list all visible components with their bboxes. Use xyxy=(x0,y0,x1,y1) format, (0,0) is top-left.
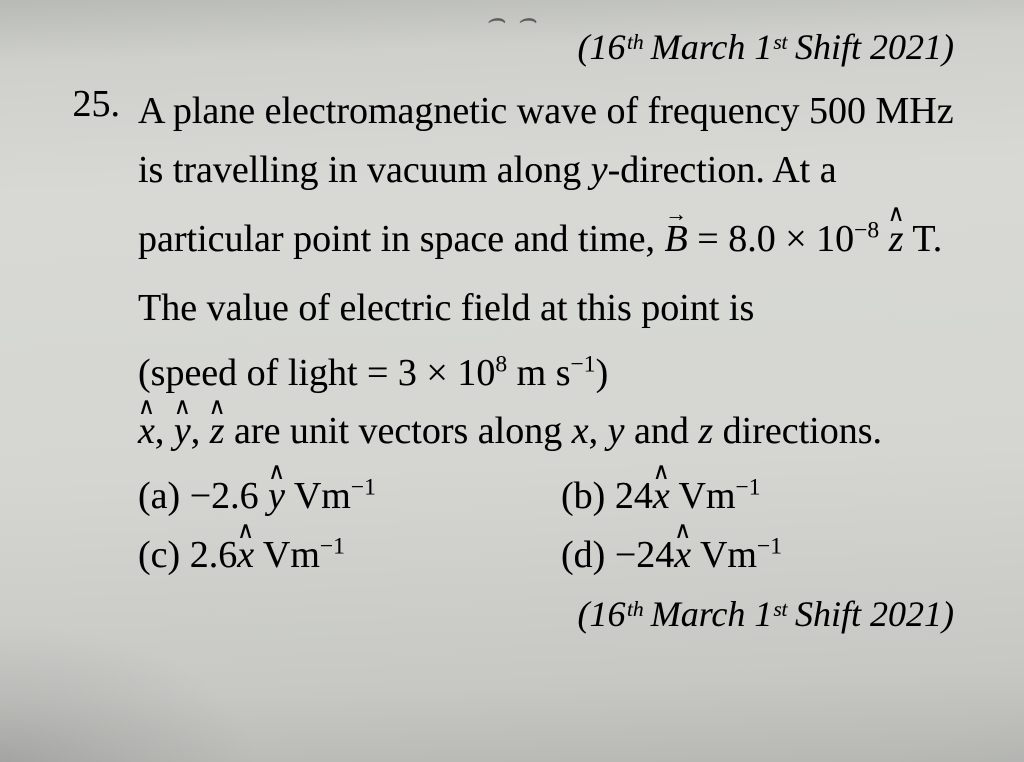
question-row: 25. A plane electromagnetic wave of freq… xyxy=(60,82,984,643)
option-label: (c) xyxy=(138,534,180,576)
hat-icon: ∧ xyxy=(237,513,254,550)
text: T. xyxy=(904,218,943,260)
exponent: −1 xyxy=(351,475,376,501)
exponent: −1 xyxy=(736,475,761,501)
exponent: 8 xyxy=(495,351,507,377)
option-unit: Vm xyxy=(691,534,757,576)
text: , xyxy=(589,410,608,452)
italic-y: y xyxy=(608,410,625,452)
exam-date-bottom: (16ᵗʰ March 1ˢᵗ Shift 2021) xyxy=(138,587,954,643)
hat-icon: ∧ xyxy=(138,389,155,426)
option-label: (b) xyxy=(561,475,605,517)
text: directions. xyxy=(713,410,882,452)
option-d: (d) −24x∧ Vm−1 xyxy=(561,526,984,585)
option-unit: Vm xyxy=(670,475,736,517)
exponent: −1 xyxy=(320,534,345,560)
vector-arrow-icon: → xyxy=(665,197,687,231)
option-unit: Vm xyxy=(285,475,351,517)
option-value: 24 xyxy=(605,475,653,517)
question-line-3: particular point in space and time, B→ =… xyxy=(138,210,984,269)
text: (speed of light = 3 × 10 xyxy=(138,352,495,394)
x-hat: x∧ xyxy=(653,467,670,526)
question-line-5: (speed of light = 3 × 108 m s−1) xyxy=(138,344,984,403)
hat-icon: ∧ xyxy=(887,196,904,233)
options-block: (a) −2.6 y∧ Vm−1 (b) 24x∧ Vm−1 (c) 2.6x∧… xyxy=(138,467,984,585)
textbook-page: ⌢ ⌢ (16ᵗʰ March 1ˢᵗ Shift 2021) 25. A pl… xyxy=(0,0,1024,762)
option-value: −24 xyxy=(605,534,674,576)
question-number: 25. xyxy=(60,82,138,126)
option-b: (b) 24x∧ Vm−1 xyxy=(561,467,984,526)
option-label: (a) xyxy=(138,475,180,517)
question-body: A plane electromagnetic wave of frequenc… xyxy=(138,82,984,643)
hat-icon: ∧ xyxy=(674,513,691,550)
text: is travelling in vacuum along xyxy=(138,149,591,191)
options-row-2: (c) 2.6x∧ Vm−1 (d) −24x∧ Vm−1 xyxy=(138,526,984,585)
option-a: (a) −2.6 y∧ Vm−1 xyxy=(138,467,561,526)
options-row-1: (a) −2.6 y∧ Vm−1 (b) 24x∧ Vm−1 xyxy=(138,467,984,526)
option-value: −2.6 xyxy=(180,475,268,517)
hat-icon: ∧ xyxy=(653,454,670,491)
x-hat: x∧ xyxy=(138,402,155,461)
text: ) xyxy=(596,352,609,394)
question-line-1: A plane electromagnetic wave of frequenc… xyxy=(138,82,984,141)
y-hat: y∧ xyxy=(174,402,191,461)
text: , xyxy=(155,410,174,452)
hat-icon: ∧ xyxy=(174,389,191,426)
text: are unit vectors along xyxy=(225,410,572,452)
hat-icon: ∧ xyxy=(209,389,226,426)
y-hat: y∧ xyxy=(268,467,285,526)
italic-z: z xyxy=(698,410,713,452)
z-hat: z∧ xyxy=(210,402,225,461)
italic-x: x xyxy=(572,410,589,452)
option-c: (c) 2.6x∧ Vm−1 xyxy=(138,526,561,585)
text: particular point in space and time, xyxy=(138,218,665,260)
x-hat: x∧ xyxy=(674,526,691,585)
exponent: −8 xyxy=(854,217,879,243)
italic-y: y xyxy=(591,141,608,200)
text: , xyxy=(191,410,210,452)
cropped-prev-line: ⌢ ⌢ xyxy=(0,2,1024,36)
text: and xyxy=(624,410,698,452)
vector-B: B→ xyxy=(665,210,688,269)
option-label: (d) xyxy=(561,534,605,576)
text: -direction. At a xyxy=(608,149,837,191)
hat-icon: ∧ xyxy=(268,454,285,491)
option-unit: Vm xyxy=(254,534,320,576)
text: m s xyxy=(507,352,570,394)
exponent: −1 xyxy=(571,351,596,377)
z-hat: z∧ xyxy=(889,210,904,269)
question-line-2: is travelling in vacuum along y-directio… xyxy=(138,141,984,200)
question-line-6: x∧, y∧, z∧ are unit vectors along x, y a… xyxy=(138,402,984,461)
option-value: 2.6 xyxy=(180,534,237,576)
text: = 8.0 × 10 xyxy=(688,218,854,260)
question-line-4: The value of electric field at this poin… xyxy=(138,279,984,338)
exponent: −1 xyxy=(757,534,782,560)
x-hat: x∧ xyxy=(237,526,254,585)
